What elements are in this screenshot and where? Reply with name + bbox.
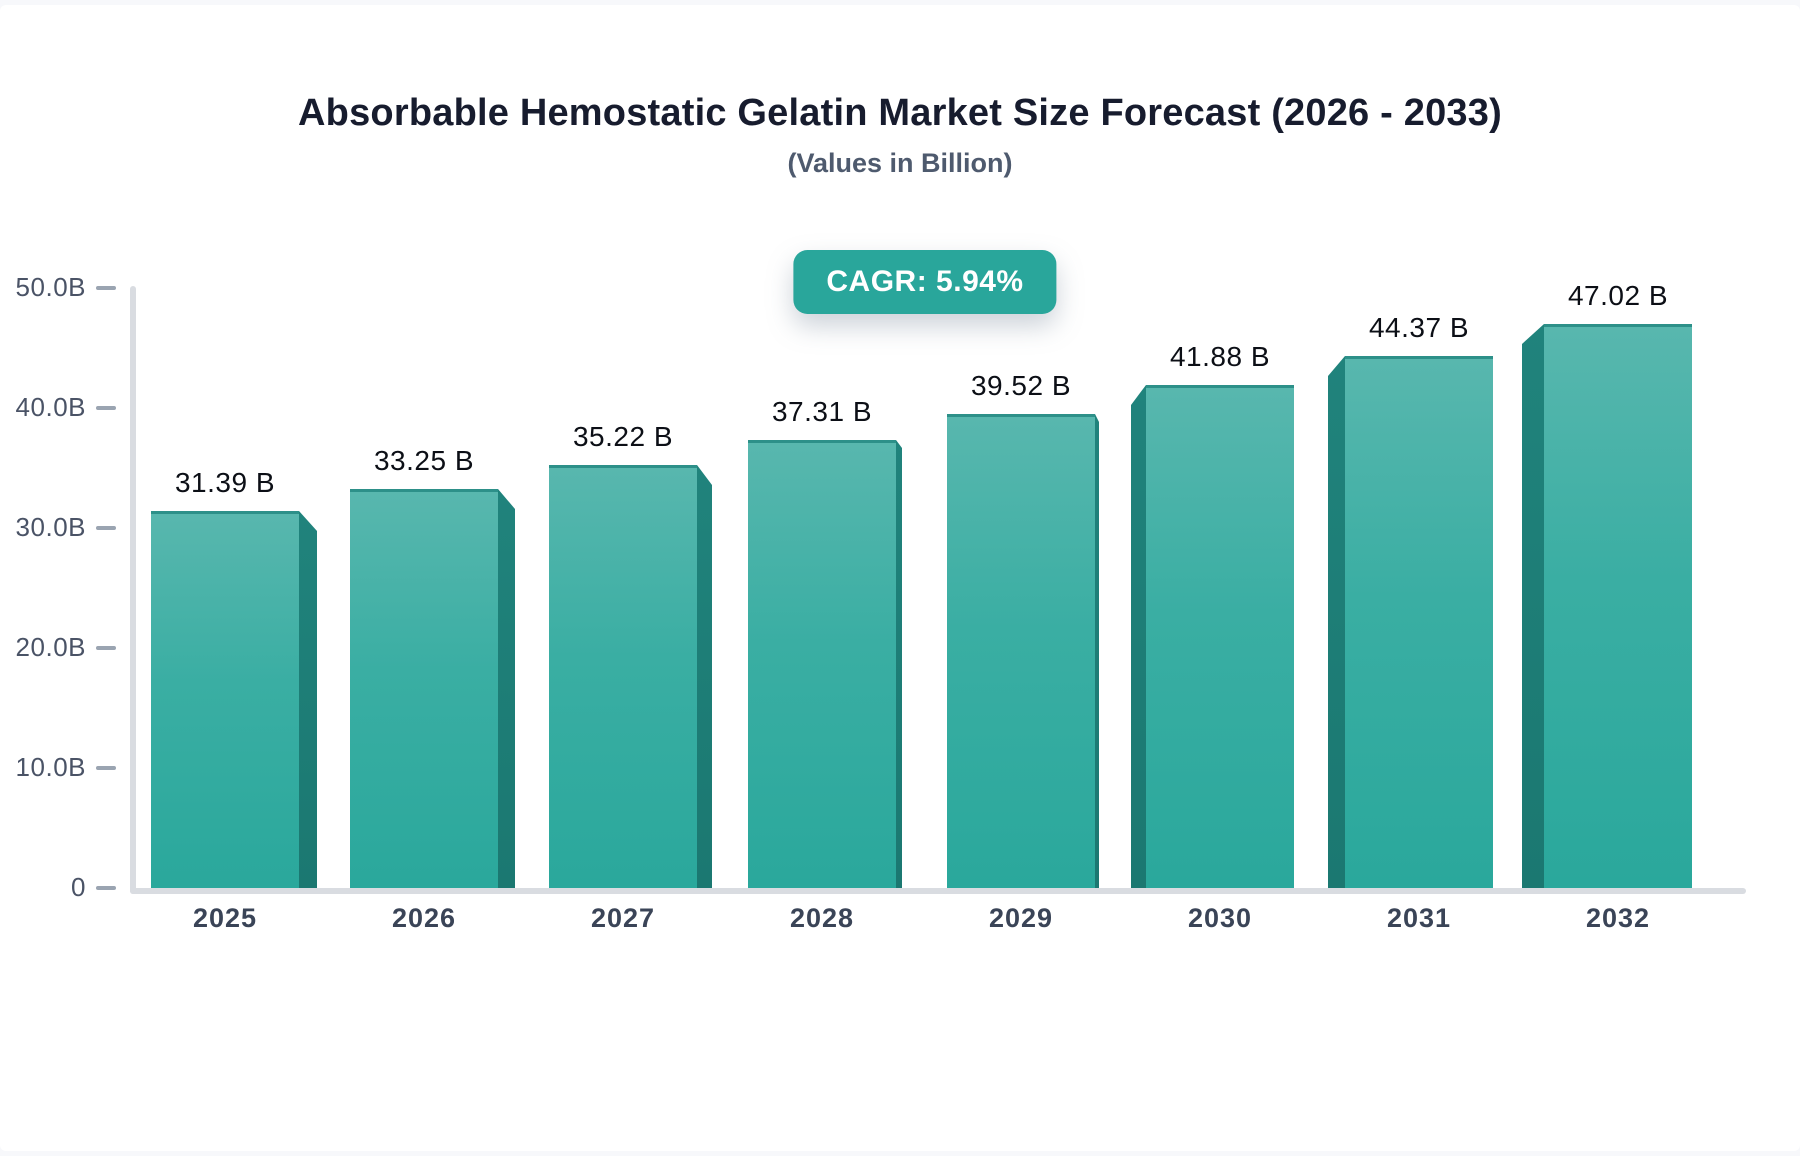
bar-value-label: 44.37 B bbox=[1368, 312, 1470, 343]
y-tick-mark bbox=[96, 646, 116, 650]
bar-face bbox=[151, 511, 299, 888]
y-tick-label: 20.0B bbox=[15, 632, 86, 662]
bar-2031 bbox=[1328, 356, 1493, 888]
y-axis-line bbox=[130, 286, 136, 894]
bar-face bbox=[1345, 356, 1493, 888]
x-tick-label-2030: 2030 bbox=[1187, 903, 1253, 933]
x-tick-label-2029: 2029 bbox=[988, 903, 1054, 933]
x-axis-line bbox=[130, 888, 1746, 894]
bar-3d-side bbox=[1095, 414, 1099, 888]
x-tick-label-2027: 2027 bbox=[590, 903, 656, 933]
bar-3d-side bbox=[1328, 356, 1345, 888]
cagr-badge: CAGR: 5.94% bbox=[793, 250, 1057, 314]
y-tick-label: 10.0B bbox=[15, 752, 86, 782]
y-tick-label: 0 bbox=[71, 872, 86, 902]
bar-face bbox=[748, 440, 896, 888]
x-tick-label-2025: 2025 bbox=[192, 903, 258, 933]
x-tick-label-2032: 2032 bbox=[1585, 903, 1651, 933]
y-tick-label: 30.0B bbox=[15, 512, 86, 542]
y-tick-mark bbox=[96, 766, 116, 770]
y-tick-mark bbox=[96, 286, 116, 290]
bar-3d-side bbox=[1522, 324, 1544, 888]
y-tick-mark bbox=[96, 886, 116, 890]
bar-face bbox=[947, 414, 1095, 888]
bar-3d-side bbox=[697, 465, 712, 888]
bar-value-label: 35.22 B bbox=[572, 421, 674, 452]
bar-3d-side bbox=[498, 489, 515, 888]
chart-subtitle: (Values in Billion) bbox=[787, 148, 1013, 178]
bar-face bbox=[1146, 385, 1294, 888]
bar-face bbox=[549, 465, 697, 888]
bar-value-label: 47.02 B bbox=[1567, 280, 1669, 311]
bar-2025 bbox=[151, 511, 317, 888]
bar-3d-side bbox=[896, 440, 902, 888]
y-tick-label: 50.0B bbox=[15, 272, 86, 302]
x-tick-label-2031: 2031 bbox=[1386, 903, 1452, 933]
bar-2032 bbox=[1522, 324, 1692, 888]
bar-face bbox=[1544, 324, 1692, 888]
y-tick-mark bbox=[96, 406, 116, 410]
bar-2028 bbox=[748, 440, 902, 888]
x-tick-label-2028: 2028 bbox=[789, 903, 855, 933]
bar-face bbox=[350, 489, 498, 888]
y-tick-mark bbox=[96, 526, 116, 530]
bar-value-label: 37.31 B bbox=[771, 396, 873, 427]
bar-2029 bbox=[947, 414, 1099, 888]
x-tick-label-2026: 2026 bbox=[391, 903, 457, 933]
bar-3d-side bbox=[1131, 385, 1146, 888]
bar-2030 bbox=[1131, 385, 1294, 888]
bar-value-label: 31.39 B bbox=[174, 467, 276, 498]
bar-value-label: 41.88 B bbox=[1169, 341, 1271, 372]
bar-value-label: 33.25 B bbox=[373, 445, 475, 476]
chart-title: Absorbable Hemostatic Gelatin Market Siz… bbox=[298, 92, 1502, 134]
bar-3d-side bbox=[299, 511, 317, 888]
bar-2026 bbox=[350, 489, 515, 888]
bar-2027 bbox=[549, 465, 712, 888]
y-tick-label: 40.0B bbox=[15, 392, 86, 422]
bar-value-label: 39.52 B bbox=[970, 370, 1072, 401]
